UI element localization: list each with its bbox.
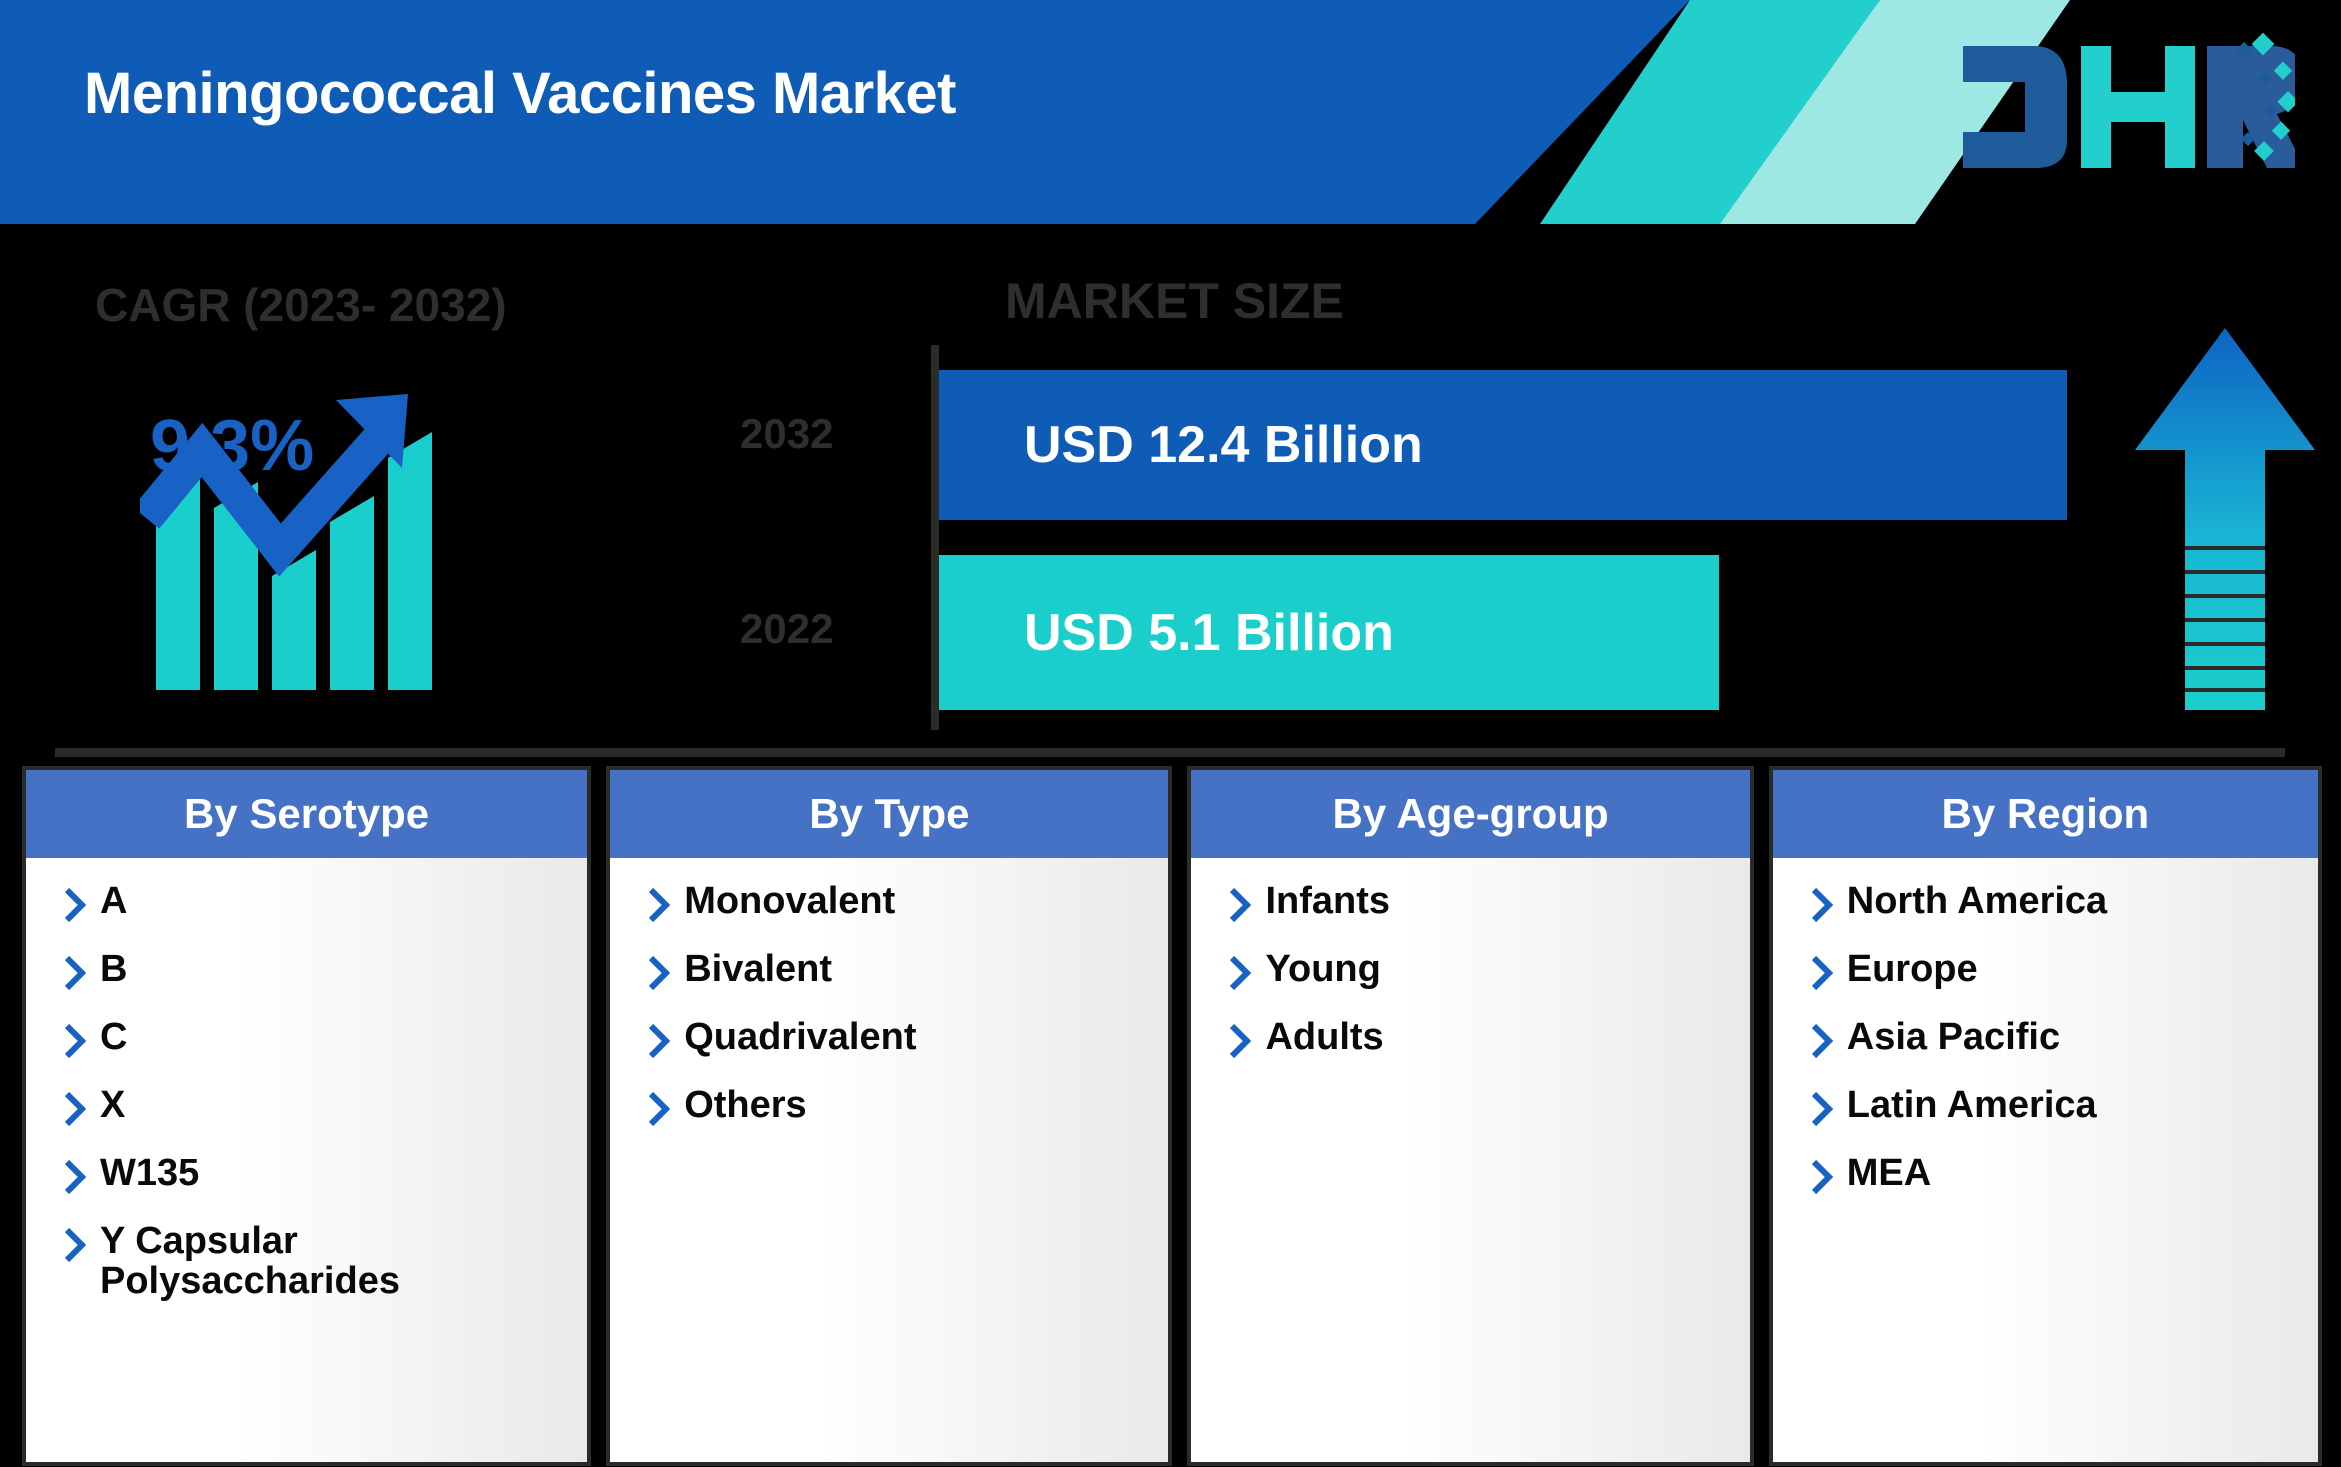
chevron-right-icon	[1229, 1024, 1252, 1064]
list-item[interactable]: Quadrivalent	[648, 1016, 1168, 1064]
segment-card-list: A B C X W135 Y Capsular Polysaccharides	[26, 858, 587, 1324]
chevron-right-icon	[1229, 888, 1252, 928]
list-item-label: Adults	[1265, 1016, 1384, 1058]
segment-card-header: By Serotype	[26, 770, 588, 858]
list-item[interactable]: MEA	[1811, 1152, 2318, 1200]
market-size-title: MARKET SIZE	[1005, 273, 1344, 329]
chevron-right-icon	[1811, 1092, 1833, 1132]
header-blue-banner	[0, 0, 1690, 224]
list-item[interactable]: Europe	[1811, 948, 2318, 996]
cagr-growth-chart-icon	[132, 390, 560, 720]
segment-card-by-region: By Region North America Europe Asia Paci…	[1768, 766, 2322, 1466]
chevron-right-icon	[64, 1228, 86, 1268]
segment-card-title: By Age-group	[1332, 790, 1609, 837]
segment-card-header: By Age-group	[1191, 770, 1750, 858]
dhr-logo-mark	[1963, 32, 2305, 168]
dhr-logo	[1955, 28, 2305, 178]
list-item[interactable]: C	[64, 1016, 587, 1064]
chevron-right-icon	[1811, 1160, 1833, 1200]
list-item-label: Latin America	[1846, 1084, 2097, 1126]
list-item[interactable]: Infants	[1229, 880, 1749, 928]
segment-card-by-serotype: By Serotype A B C X W135	[22, 766, 592, 1466]
list-item[interactable]: Young	[1229, 948, 1749, 996]
list-item[interactable]: Monovalent	[648, 880, 1168, 928]
chevron-right-icon	[648, 956, 671, 996]
segment-card-list: Monovalent Bivalent Quadrivalent Others	[610, 858, 1168, 1154]
list-item[interactable]: X	[64, 1084, 587, 1132]
list-item[interactable]: W135	[64, 1152, 587, 1200]
list-item-label: X	[100, 1084, 126, 1126]
list-item-label: North America	[1846, 880, 2108, 922]
list-item-label: Y Capsular Polysaccharides	[100, 1220, 400, 1302]
list-item-label: Asia Pacific	[1846, 1016, 2061, 1058]
chevron-right-icon	[1229, 956, 1252, 996]
segment-card-list: North America Europe Asia Pacific Latin …	[1773, 858, 2318, 1222]
list-item-label: B	[100, 948, 128, 990]
list-item[interactable]: Others	[648, 1084, 1168, 1132]
market-size-axis-line	[931, 345, 939, 730]
list-item-label: Europe	[1846, 948, 1978, 990]
segment-card-list: Infants Young Adults	[1191, 858, 1749, 1086]
list-item[interactable]: Asia Pacific	[1811, 1016, 2318, 1064]
chevron-right-icon	[1811, 1024, 1833, 1064]
segment-card-header: By Type	[610, 770, 1169, 858]
list-item[interactable]: Adults	[1229, 1016, 1749, 1064]
list-item-label: Others	[684, 1084, 807, 1126]
list-item-label: Infants	[1265, 880, 1391, 922]
chevron-right-icon	[64, 888, 86, 928]
list-item[interactable]: Latin America	[1811, 1084, 2318, 1132]
list-item-label: Quadrivalent	[684, 1016, 917, 1058]
chevron-right-icon	[1811, 888, 1833, 928]
list-item-label: Young	[1265, 948, 1381, 990]
cagr-label: CAGR (2023- 2032)	[95, 279, 507, 331]
section-divider	[55, 748, 2285, 757]
segment-card-title: By Type	[809, 790, 970, 837]
market-size-bar-2022: USD 5.1 Billion	[939, 555, 1719, 710]
list-item[interactable]: North America	[1811, 880, 2318, 928]
list-item[interactable]: B	[64, 948, 587, 996]
list-item-label: MEA	[1846, 1152, 1932, 1194]
list-item-label: A	[100, 880, 128, 922]
chevron-right-icon	[64, 956, 86, 996]
chevron-right-icon	[648, 1024, 671, 1064]
list-item[interactable]: Y Capsular Polysaccharides	[64, 1220, 587, 1302]
list-item-label: Bivalent	[684, 948, 833, 990]
market-size-year-2022: 2022	[740, 605, 834, 652]
market-size-bar-2032: USD 12.4 Billion	[939, 370, 2067, 520]
chevron-right-icon	[64, 1092, 86, 1132]
chevron-right-icon	[1811, 956, 1833, 996]
list-item[interactable]: Bivalent	[648, 948, 1168, 996]
chevron-right-icon	[64, 1024, 86, 1064]
page-header: Meningococcal Vaccines Market	[0, 0, 2341, 224]
page-title: Meningococcal Vaccines Market	[84, 61, 956, 126]
market-size-year-2032: 2032	[740, 410, 834, 457]
list-item-label: C	[100, 1016, 128, 1058]
segment-card-title: By Serotype	[184, 790, 430, 837]
segment-card-by-age-group: By Age-group Infants Young Adults	[1187, 766, 1754, 1466]
segment-card-by-type: By Type Monovalent Bivalent Quadrivalent…	[606, 766, 1173, 1466]
segment-card-header: By Region	[1772, 770, 2318, 858]
chevron-right-icon	[648, 888, 671, 928]
list-item-label: Monovalent	[684, 880, 896, 922]
chevron-right-icon	[64, 1160, 86, 1200]
growth-arrow-icon	[2125, 300, 2340, 715]
chevron-right-icon	[648, 1092, 671, 1132]
segmentation-cards: By Serotype A B C X W135	[22, 766, 2322, 1466]
segment-card-title: By Region	[1941, 790, 2150, 837]
list-item-label: W135	[100, 1152, 200, 1194]
list-item[interactable]: A	[64, 880, 587, 928]
